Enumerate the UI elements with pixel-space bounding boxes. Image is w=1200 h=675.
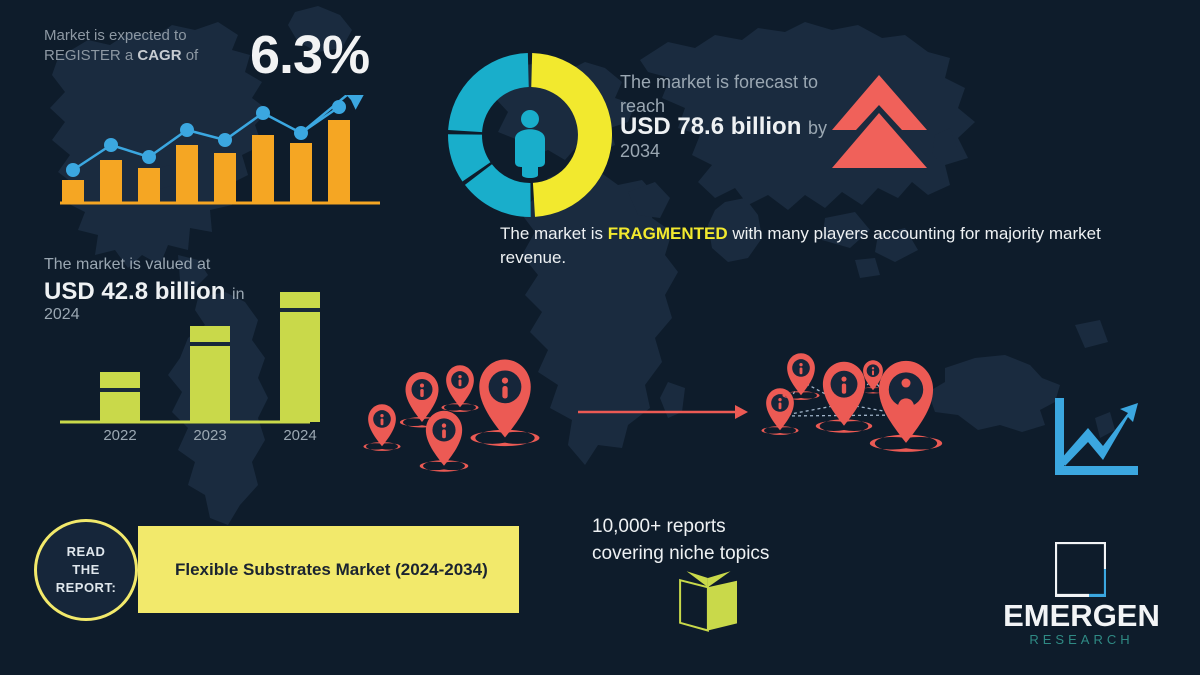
svg-text:2024: 2024	[283, 427, 316, 440]
svg-text:2022: 2022	[103, 427, 136, 440]
svg-text:2023: 2023	[193, 427, 226, 440]
